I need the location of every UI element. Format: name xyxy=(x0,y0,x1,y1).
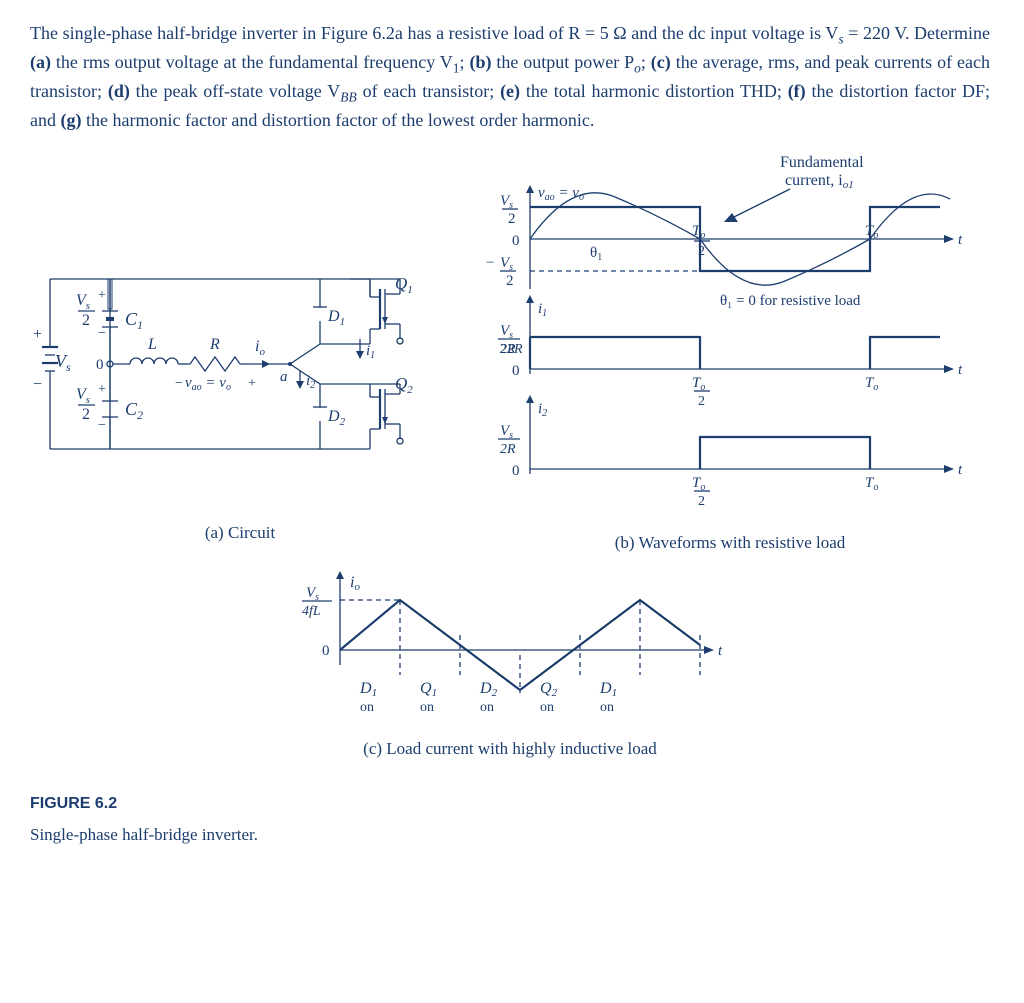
svg-text:2: 2 xyxy=(698,494,705,509)
svg-text:Vs: Vs xyxy=(55,351,71,374)
svg-text:Vs: Vs xyxy=(76,386,90,406)
svg-text:2R: 2R xyxy=(500,442,516,457)
svg-text:L: L xyxy=(147,336,157,353)
svg-text:To: To xyxy=(865,375,878,393)
svg-text:0: 0 xyxy=(512,463,520,479)
svg-text:io: io xyxy=(350,574,360,593)
figure-b-waveforms: Fundamental current, io1 t Vs xyxy=(470,149,990,556)
figure-b-caption: (b) Waveforms with resistive load xyxy=(470,531,990,556)
svg-text:i1: i1 xyxy=(366,343,375,361)
svg-text:To: To xyxy=(692,375,705,393)
svg-text:Q2: Q2 xyxy=(395,374,413,396)
svg-text:on: on xyxy=(360,700,374,715)
svg-text:Fundamental: Fundamental xyxy=(780,154,864,171)
svg-text:0: 0 xyxy=(96,357,104,373)
svg-text:θ₁ = 0 for resistive load: θ₁ = 0 for resistive load xyxy=(720,293,861,309)
svg-text:0: 0 xyxy=(512,233,520,249)
svg-text:To: To xyxy=(865,223,878,241)
svg-text:D2: D2 xyxy=(327,408,346,428)
svg-text:−: − xyxy=(486,255,494,271)
svg-text:4fL: 4fL xyxy=(302,604,321,619)
svg-text:current, io1: current, io1 xyxy=(785,172,854,191)
svg-text:−: − xyxy=(175,376,183,391)
svg-text:on: on xyxy=(420,700,434,715)
svg-text:Vs: Vs xyxy=(500,323,513,341)
figure-title: Single-phase half-bridge inverter. xyxy=(30,823,990,848)
svg-text:Vs: Vs xyxy=(500,255,513,273)
figure-number: FIGURE 6.2 xyxy=(30,792,990,815)
svg-text:t: t xyxy=(958,232,963,248)
svg-text:0: 0 xyxy=(512,363,520,379)
svg-text:−: − xyxy=(33,376,42,393)
svg-text:on: on xyxy=(600,700,614,715)
svg-text:+: + xyxy=(98,382,106,397)
svg-text:R: R xyxy=(209,336,220,353)
svg-text:i2: i2 xyxy=(306,373,315,391)
svg-text:θ1: θ1 xyxy=(590,245,602,263)
svg-text:To: To xyxy=(692,475,705,493)
svg-text:t: t xyxy=(958,362,963,378)
svg-text:To: To xyxy=(692,223,705,241)
figure-a-caption: (a) Circuit xyxy=(30,521,450,546)
svg-text:t: t xyxy=(958,462,963,478)
svg-text:2: 2 xyxy=(506,273,514,289)
svg-text:D1: D1 xyxy=(327,308,345,328)
svg-text:Vs: Vs xyxy=(306,585,319,603)
svg-text:+: + xyxy=(98,288,106,303)
svg-text:Vs: Vs xyxy=(500,193,513,211)
svg-text:2: 2 xyxy=(698,244,705,259)
svg-text:vao = vo: vao = vo xyxy=(538,185,584,203)
svg-text:0: 0 xyxy=(322,643,330,659)
svg-text:2: 2 xyxy=(82,406,90,423)
svg-text:−: − xyxy=(98,326,106,341)
svg-text:+: + xyxy=(248,376,256,391)
svg-text:i2: i2 xyxy=(538,401,547,419)
svg-text:To: To xyxy=(865,475,878,493)
figure-c-load-current: t io Vs 4fL 0 D1 on Q1 on D2 on Q2 xyxy=(260,565,760,762)
svg-text:2: 2 xyxy=(82,312,90,329)
svg-text:t: t xyxy=(718,643,723,659)
svg-text:Q1: Q1 xyxy=(395,274,413,296)
svg-text:io: io xyxy=(255,338,265,358)
svg-text:on: on xyxy=(540,700,554,715)
svg-text:Q1: Q1 xyxy=(420,680,437,699)
svg-text:C2: C2 xyxy=(125,399,143,422)
svg-text:−: − xyxy=(98,418,106,433)
svg-text:D1: D1 xyxy=(599,680,617,699)
svg-text:i1: i1 xyxy=(538,301,547,319)
svg-text:+: + xyxy=(33,326,42,343)
figure-c-caption: (c) Load current with highly inductive l… xyxy=(260,737,760,762)
problem-statement: The single-phase half-bridge inverter in… xyxy=(30,20,990,134)
svg-text:Q2: Q2 xyxy=(540,680,558,699)
svg-text:C1: C1 xyxy=(125,309,143,332)
svg-text:vao = vo: vao = vo xyxy=(185,375,231,393)
svg-text:2: 2 xyxy=(508,211,516,227)
svg-text:Vs: Vs xyxy=(76,292,90,312)
svg-text:D1: D1 xyxy=(359,680,377,699)
svg-text:2R: 2R xyxy=(500,342,516,357)
svg-text:a: a xyxy=(280,369,288,385)
figure-a-circuit: + − Vs C1 Vs 2 + − xyxy=(30,229,450,546)
svg-text:Vs: Vs xyxy=(500,423,513,441)
svg-text:2: 2 xyxy=(698,394,705,409)
svg-text:on: on xyxy=(480,700,494,715)
svg-text:D2: D2 xyxy=(479,680,498,699)
